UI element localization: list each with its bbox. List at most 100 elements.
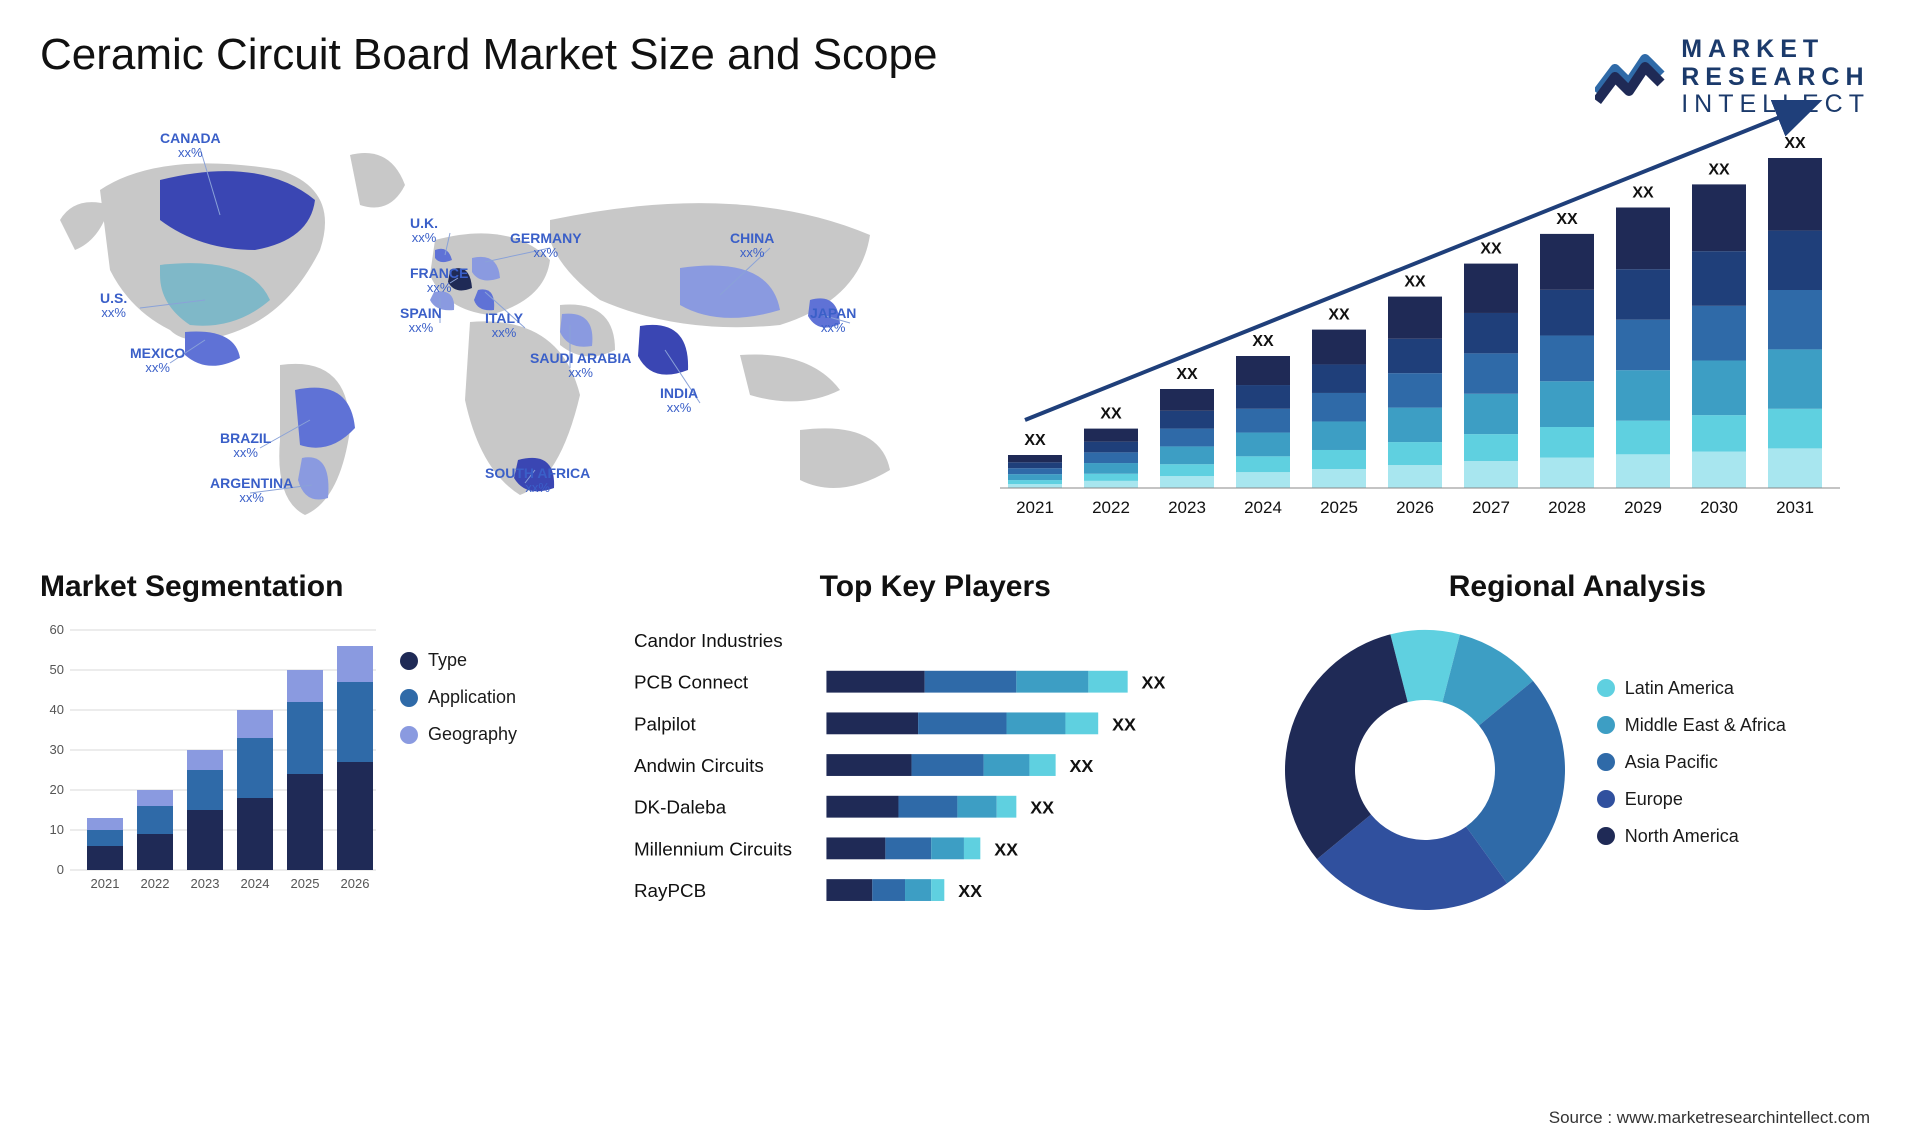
seg-legend-item: Application	[400, 687, 517, 708]
seg-bar-segment	[187, 750, 223, 770]
seg-legend-item: Type	[400, 650, 517, 671]
growth-bar-segment	[1616, 269, 1670, 319]
growth-year-label: 2021	[1016, 498, 1054, 517]
seg-bar-segment	[187, 810, 223, 870]
svg-text:60: 60	[50, 622, 64, 637]
seg-bar-segment	[337, 762, 373, 870]
player-value: XX	[1030, 798, 1054, 818]
growth-bar-segment	[1540, 336, 1594, 382]
growth-bar-segment	[1768, 349, 1822, 408]
svg-text:2021: 2021	[91, 876, 120, 891]
growth-bar-segment	[1160, 411, 1214, 429]
growth-bar-segment	[1388, 297, 1442, 339]
svg-text:50: 50	[50, 662, 64, 677]
player-bar-segment	[1065, 712, 1098, 734]
growth-bar-segment	[1236, 385, 1290, 409]
growth-bar-segment	[1616, 454, 1670, 488]
segmentation-chart: 0102030405060202120222023202420252026	[40, 620, 380, 900]
growth-bar-segment	[1008, 462, 1062, 468]
seg-bar-segment	[187, 770, 223, 810]
growth-bar-segment	[1692, 415, 1746, 451]
map-label-italy: ITALYxx%	[485, 310, 523, 341]
player-bar-segment	[826, 879, 872, 901]
map-label-mexico: MEXICOxx%	[130, 345, 185, 376]
growth-top-label: XX	[1708, 161, 1730, 178]
player-bar-segment	[1088, 671, 1127, 693]
map-label-china: CHINAxx%	[730, 230, 774, 261]
growth-year-label: 2031	[1776, 498, 1814, 517]
growth-bar-segment	[1616, 370, 1670, 420]
player-value: XX	[1069, 756, 1093, 776]
growth-year-label: 2028	[1548, 498, 1586, 517]
growth-bar-segment	[1540, 290, 1594, 336]
player-bar-segment	[1029, 754, 1055, 776]
growth-year-label: 2029	[1624, 498, 1662, 517]
seg-bar-segment	[287, 670, 323, 702]
growth-bar-segment	[1388, 373, 1442, 407]
seg-bar-segment	[237, 710, 273, 738]
player-name: Candor Industries	[634, 630, 783, 651]
growth-bar-segment	[1768, 448, 1822, 488]
player-value: XX	[994, 839, 1018, 859]
growth-bar-segment	[1616, 208, 1670, 270]
growth-bar-segment	[1312, 450, 1366, 469]
growth-bar-segment	[1540, 458, 1594, 488]
growth-bar-segment	[1312, 364, 1366, 393]
growth-year-label: 2024	[1244, 498, 1282, 517]
player-bar-segment	[826, 754, 911, 776]
player-bar-segment	[924, 671, 1016, 693]
growth-bar-segment	[1692, 306, 1746, 361]
growth-bar-segment	[1692, 360, 1746, 415]
player-name: DK-Daleba	[634, 797, 727, 818]
growth-bar-segment	[1464, 264, 1518, 313]
regional-legend: Latin AmericaMiddle East & AfricaAsia Pa…	[1597, 678, 1786, 863]
growth-year-label: 2027	[1472, 498, 1510, 517]
player-bar-segment	[826, 837, 885, 859]
player-bar-segment	[996, 796, 1016, 818]
player-name: PCB Connect	[634, 672, 749, 693]
growth-bar-segment	[1312, 393, 1366, 422]
player-value: XX	[958, 881, 982, 901]
growth-stacked-bar-chart: 2021202220232024202520262027202820292030…	[980, 100, 1860, 530]
world-map-panel: CANADAxx%U.S.xx%MEXICOxx%BRAZILxx%ARGENT…	[40, 100, 950, 530]
growth-year-label: 2026	[1396, 498, 1434, 517]
svg-text:30: 30	[50, 742, 64, 757]
growth-bar-segment	[1388, 442, 1442, 465]
growth-top-label: XX	[1480, 241, 1502, 258]
player-bar-segment	[898, 796, 957, 818]
growth-bar-segment	[1312, 469, 1366, 488]
player-name: Palpilot	[634, 713, 697, 734]
growth-bar-segment	[1540, 427, 1594, 457]
regional-legend-item: Middle East & Africa	[1597, 715, 1786, 736]
growth-bar-segment	[1540, 381, 1594, 427]
svg-text:2024: 2024	[241, 876, 270, 891]
seg-bar-segment	[87, 846, 123, 870]
growth-bar-segment	[1388, 465, 1442, 488]
growth-bar-segment	[1388, 339, 1442, 373]
map-label-canada: CANADAxx%	[160, 130, 221, 161]
growth-bar-segment	[1008, 484, 1062, 488]
seg-bar-segment	[237, 738, 273, 798]
key-players-chart: Candor Industries PCB Connect XX Palpilot XX…	[628, 620, 1243, 920]
growth-year-label: 2022	[1092, 498, 1130, 517]
map-label-india: INDIAxx%	[660, 385, 698, 416]
player-bar-segment	[1006, 712, 1065, 734]
player-bar-segment	[872, 879, 905, 901]
player-bar-segment	[911, 754, 983, 776]
player-name: Andwin Circuits	[634, 755, 764, 776]
player-bar-segment	[826, 712, 918, 734]
growth-bar-segment	[1692, 452, 1746, 488]
growth-bar-segment	[1160, 389, 1214, 411]
growth-bar-segment	[1388, 408, 1442, 442]
regional-legend-item: Asia Pacific	[1597, 752, 1786, 773]
map-label-south-africa: SOUTH AFRICAxx%	[485, 465, 590, 496]
growth-top-label: XX	[1784, 135, 1806, 152]
growth-bar-segment	[1160, 464, 1214, 476]
svg-text:10: 10	[50, 822, 64, 837]
growth-top-label: XX	[1404, 274, 1426, 291]
growth-year-label: 2025	[1320, 498, 1358, 517]
donut-slice	[1285, 634, 1408, 859]
player-bar-segment	[931, 837, 964, 859]
svg-text:2023: 2023	[191, 876, 220, 891]
growth-bar-segment	[1768, 290, 1822, 349]
